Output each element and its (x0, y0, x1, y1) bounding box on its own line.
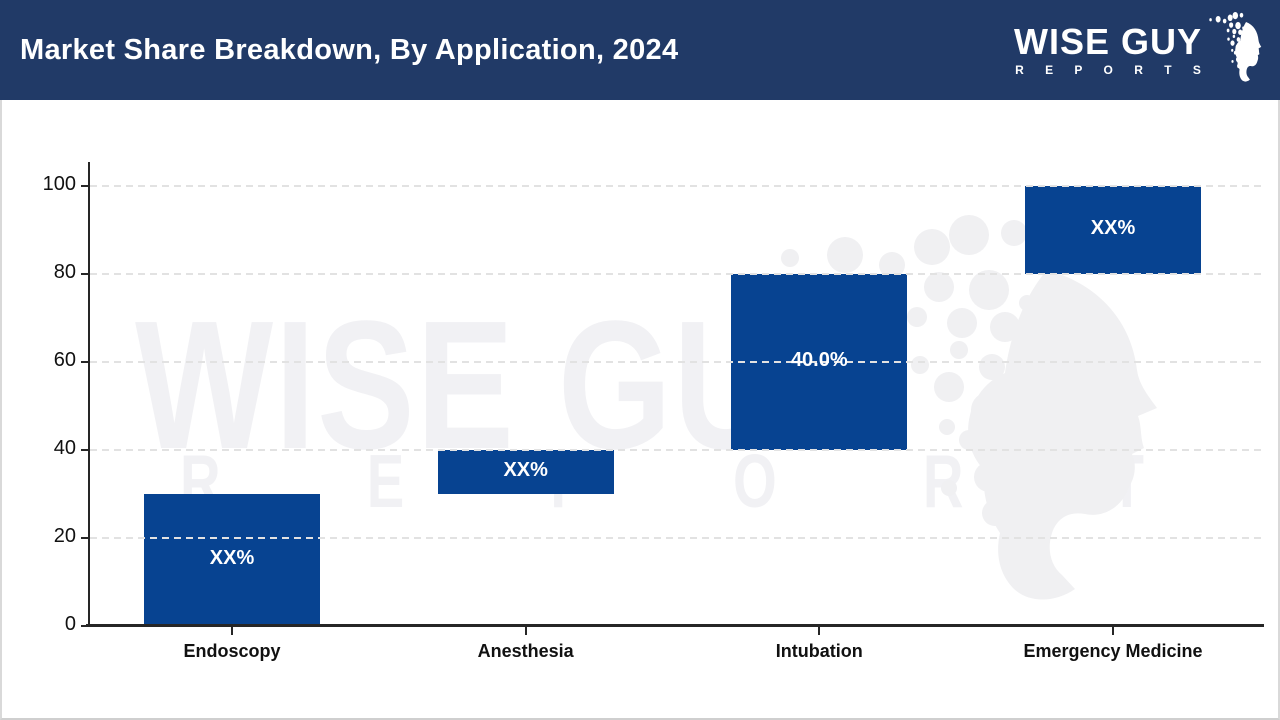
x-axis-tick-label: Intubation (775, 641, 863, 661)
y-axis-tick-label: 60 (53, 349, 76, 371)
gridline (90, 185, 1262, 187)
x-axis-tick (231, 627, 233, 635)
y-axis-tick (81, 625, 89, 627)
chart-area: WISE GUY R E P O R T S 0 20 40 60 80 100 XX% En… (0, 100, 1280, 720)
y-axis-tick-label: 40 (53, 437, 76, 459)
x-axis-line (86, 624, 1264, 627)
y-axis-tick-label: 80 (53, 261, 76, 283)
gridline (90, 449, 1262, 451)
bar-value-label: XX% (503, 459, 548, 481)
y-axis-tick (81, 537, 89, 539)
y-axis-tick (81, 361, 89, 363)
wise-guy-head-icon (1209, 12, 1262, 82)
bar-value-label: XX% (1090, 217, 1136, 239)
x-axis-tick (1112, 627, 1114, 635)
logo-name: WISE GUY (1013, 20, 1202, 62)
bar-value-label: 40.0% (790, 349, 848, 371)
bar-value-label: XX% (209, 547, 255, 569)
bar (144, 494, 320, 626)
x-axis-tick (524, 627, 527, 635)
y-axis-tick-label: 20 (53, 525, 76, 547)
gridline (90, 273, 1262, 275)
x-axis-tick-label: Anesthesia (477, 641, 574, 661)
bar (1025, 186, 1201, 274)
bar (437, 450, 614, 494)
gridline (90, 537, 1262, 539)
wise-guy-logo: WISE GUY R E P O R T S (1014, 12, 1264, 88)
logo-subtitle: R E P O R T S (1015, 62, 1210, 77)
y-axis-tick-label: 0 (64, 613, 76, 635)
y-axis-tick (81, 273, 89, 275)
x-axis-tick-label: Emergency Medicine (1023, 641, 1203, 661)
header-bar: Market Share Breakdown, By Application, … (0, 0, 1280, 100)
logo-text: WISE GUY R E P O R T S (1013, 20, 1202, 77)
y-axis-tick-label: 100 (42, 173, 76, 195)
y-axis-tick (81, 185, 89, 187)
chart-title: Market Share Breakdown, By Application, … (20, 33, 679, 66)
x-axis-tick (818, 627, 821, 635)
x-axis-tick-label: Endoscopy (183, 641, 281, 661)
gridline (90, 361, 1262, 363)
y-axis-line (88, 162, 90, 626)
y-axis-tick (81, 449, 89, 451)
